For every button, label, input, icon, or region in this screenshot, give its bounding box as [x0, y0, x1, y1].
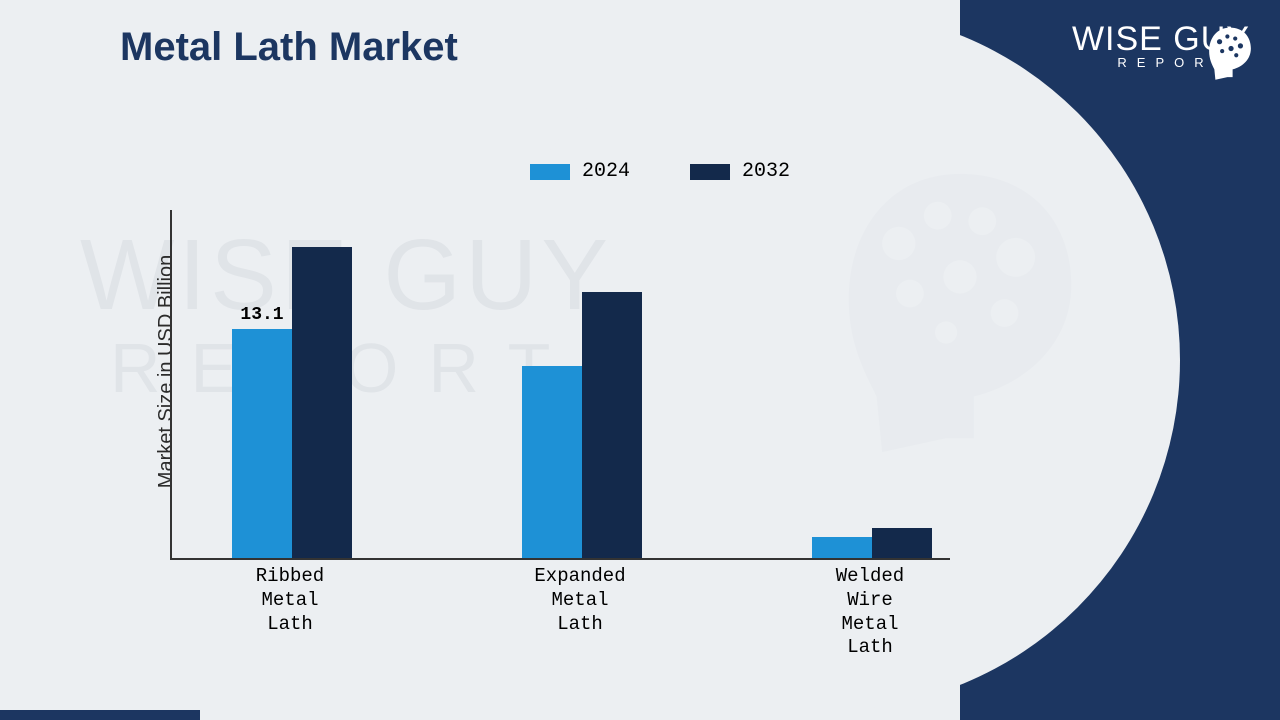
- plot-area: 13.1: [170, 210, 950, 560]
- logo-head-icon: [1200, 25, 1260, 85]
- brand-logo: WISE GUY REPORTS: [1072, 20, 1250, 70]
- legend-swatch-2032: [690, 164, 730, 180]
- chart-title: Metal Lath Market: [120, 25, 458, 70]
- chart-container: Market Size in USD Billion 2024 2032 13.…: [60, 160, 960, 700]
- bar-group: 13.1: [232, 247, 352, 559]
- bar-group: [812, 528, 932, 558]
- legend-label-2024: 2024: [582, 160, 630, 183]
- legend-item-2024: 2024: [530, 160, 630, 183]
- bar: [292, 247, 352, 559]
- bar: 13.1: [232, 329, 292, 558]
- x-axis-label: WeldedWireMetalLath: [790, 565, 950, 660]
- bar: [872, 528, 932, 558]
- bar-group: [522, 292, 642, 558]
- legend-label-2032: 2032: [742, 160, 790, 183]
- bar: [522, 366, 582, 559]
- x-axis-label: RibbedMetalLath: [210, 565, 370, 636]
- bar-value-label: 13.1: [240, 305, 283, 325]
- bottom-accent-bar: [0, 710, 200, 720]
- legend: 2024 2032: [530, 160, 790, 183]
- x-axis-label: ExpandedMetalLath: [500, 565, 660, 636]
- legend-swatch-2024: [530, 164, 570, 180]
- bar: [582, 292, 642, 558]
- legend-item-2032: 2032: [690, 160, 790, 183]
- bar: [812, 537, 872, 558]
